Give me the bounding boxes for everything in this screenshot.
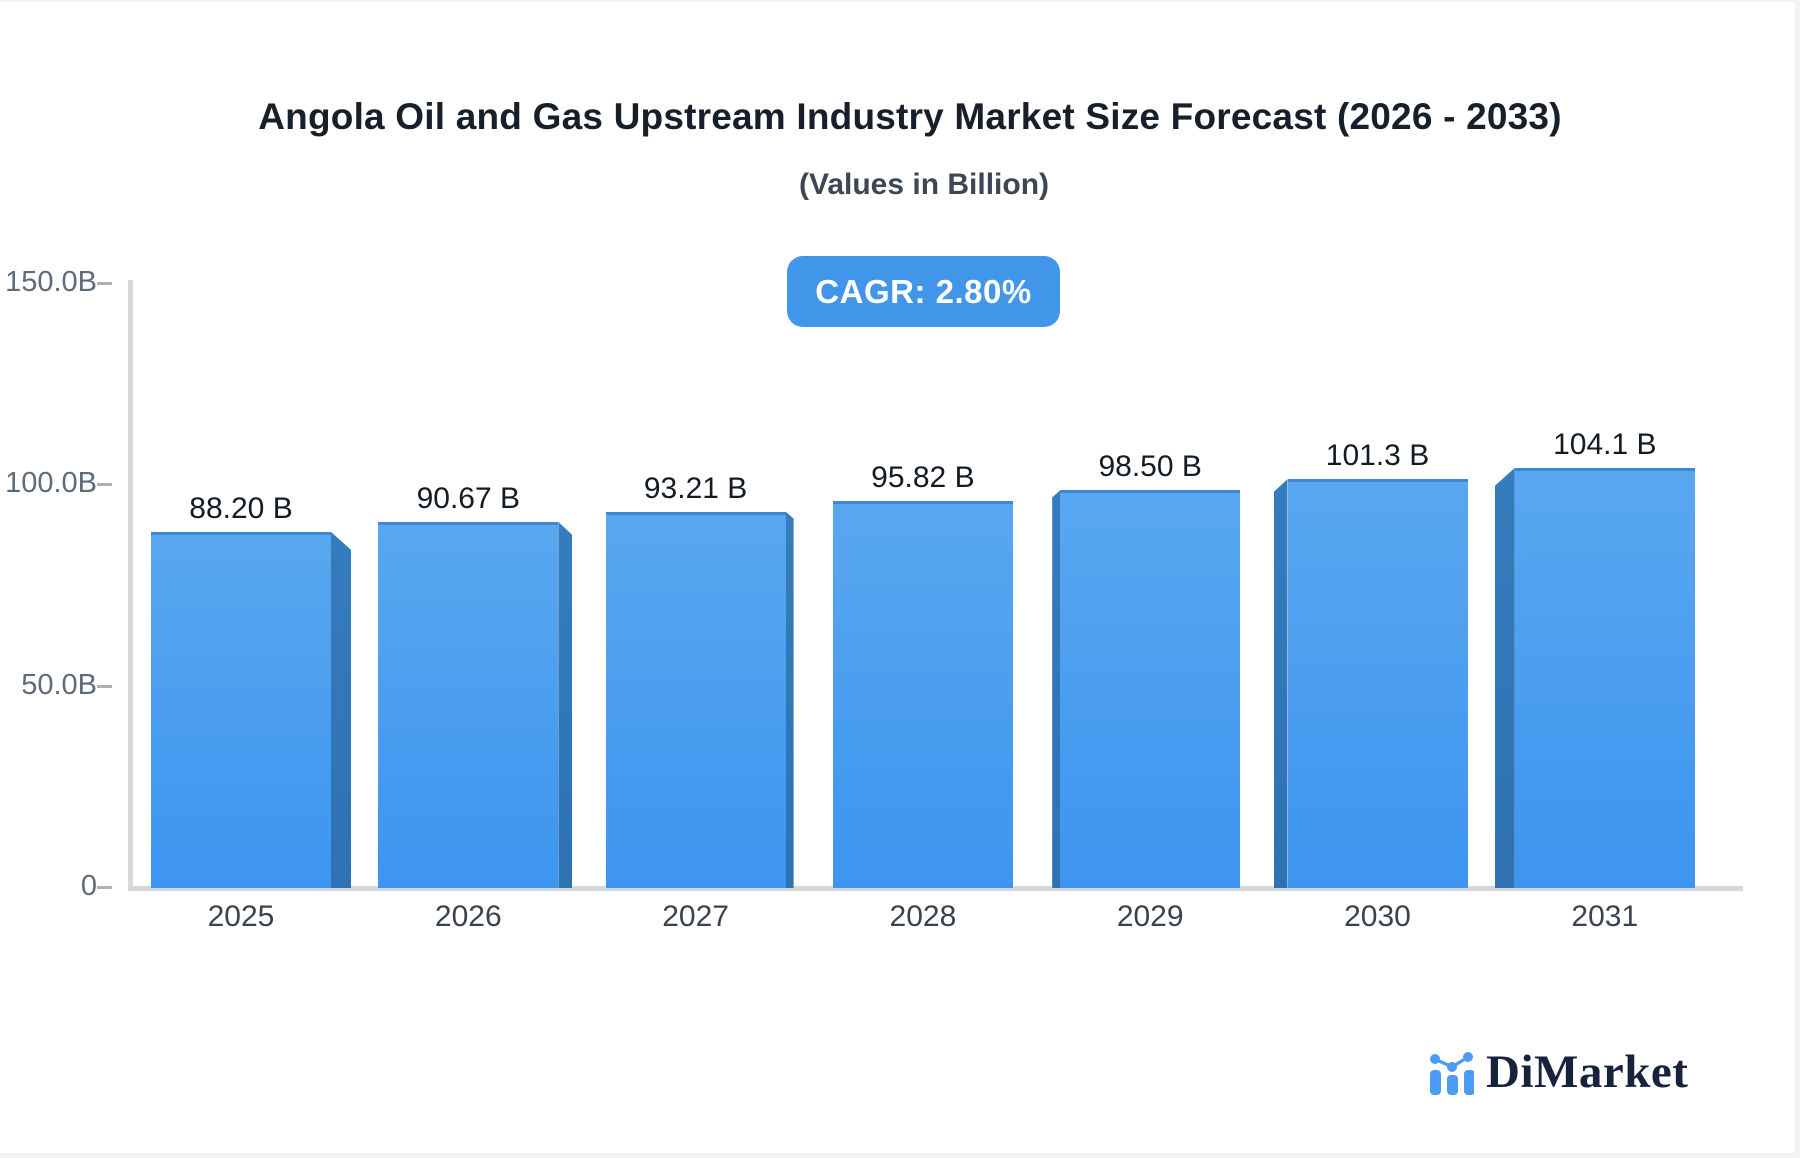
y-axis-tick-label: 150.0B (5, 266, 97, 298)
bar-side-face (785, 511, 794, 888)
bar-value-label: 98.50 B (1098, 450, 1202, 484)
bar-value-label: 95.82 B (871, 461, 975, 495)
x-axis-label-2026: 2026 (434, 900, 502, 933)
y-axis-tick-mark (97, 886, 112, 889)
bar-side-face (1494, 467, 1515, 888)
y-axis-line (128, 280, 133, 889)
bar-side-face (1273, 479, 1288, 888)
bar-value-label: 88.20 B (189, 491, 293, 525)
bar-value-label: 101.3 B (1325, 439, 1430, 473)
bar-value-label: 104.1 B (1553, 427, 1657, 461)
bar-2026 (378, 521, 559, 888)
x-axis-label-2030: 2030 (1344, 900, 1411, 933)
dimarket-logo: DiMarket (1422, 1042, 1702, 1102)
bar-side-face (1052, 490, 1061, 888)
chart-subtitle: (Values in Billion) (798, 168, 1050, 201)
bar-side-face (331, 531, 351, 888)
bar-value-label: 90.67 B (416, 481, 520, 515)
y-axis-tick-label: 100.0B (5, 467, 97, 500)
bar-2027 (605, 511, 786, 888)
y-axis-tick-mark (97, 282, 112, 285)
x-axis-line (128, 886, 1743, 891)
cagr-badge-label: CAGR: 2.80% (815, 272, 1032, 310)
x-axis-label-2029: 2029 (1116, 900, 1184, 933)
cagr-badge: CAGR: 2.80% (787, 256, 1060, 327)
bar-2025 (151, 531, 331, 888)
bar-2028 (832, 501, 1013, 888)
x-axis-label-2027: 2027 (662, 900, 729, 933)
dimarket-logo-icon (1430, 1052, 1474, 1095)
dimarket-logo-text: DiMarket (1486, 1046, 1689, 1098)
bar-2030 (1287, 479, 1468, 888)
bar-side-face (558, 521, 573, 888)
y-axis-tick-mark (97, 684, 112, 688)
x-axis-label-2025: 2025 (207, 900, 275, 933)
y-axis-tick-mark (97, 483, 112, 487)
bar-value-label: 93.21 B (643, 471, 748, 505)
y-axis-tick-label: 50.0B (21, 668, 97, 701)
bar-2031 (1514, 467, 1695, 888)
y-axis-tick-label: 0 (80, 870, 97, 902)
bar-2029 (1060, 490, 1241, 888)
chart-title: Angola Oil and Gas Upstream Industry Mar… (258, 96, 1562, 137)
x-axis-label-2028: 2028 (889, 900, 957, 933)
x-axis-label-2031: 2031 (1571, 900, 1639, 933)
